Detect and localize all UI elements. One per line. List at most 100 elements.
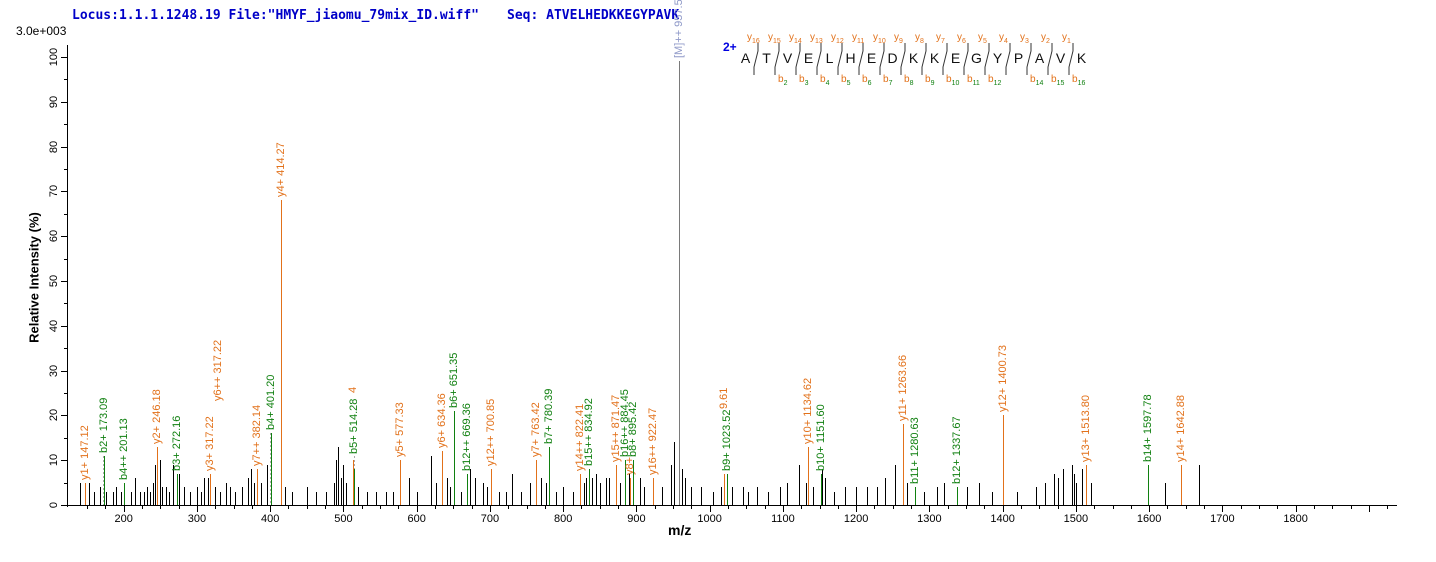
cleavage-mark [1066,42,1076,81]
x-tick-major [636,506,638,512]
x-tick-major [782,506,784,512]
cleavage-icon [795,43,801,75]
x-tick-minor [654,506,656,509]
cleavage-icon [1005,43,1011,75]
spectrum-peak [757,487,759,505]
spectrum-peak [178,473,180,505]
cleavage-mark [751,42,761,81]
spectrum-peak [106,491,108,505]
spectrum-peak [358,487,360,505]
spectrum-peak [376,491,378,505]
spectrum-peak [825,478,827,505]
cleavage-icon [753,43,759,75]
ion-label-y4+: y4+ 414.27 [274,142,287,198]
spectrum-peak [385,491,387,505]
x-tick-label: 1500 [1063,513,1089,525]
ion-label-b6+: b6+ 651.35 [448,352,461,408]
cleavage-icon [900,43,906,75]
cleavage-mark [940,42,950,81]
spectrum-peak [226,482,228,505]
b-ion-tag-b2: b2 [778,74,788,87]
residue-11: E [950,50,961,66]
y-ion-tag-y3: y3 [1020,32,1029,45]
ion-label-y8+: y8+ [624,457,637,476]
spectrum-peak [341,478,343,505]
spectrum-peak [219,491,221,505]
spectrum-peak [1164,482,1166,505]
spectrum-peak [541,478,543,505]
y-tick-major [61,281,67,282]
spectrum-peak [470,469,472,505]
intensity-scale-label: 3.0e+003 [16,24,67,38]
x-tick-major [1222,506,1224,512]
spectrum-peak [116,487,118,505]
residue-8: D [887,50,898,66]
y-tick-major [61,57,67,58]
cleavage-icon [816,43,822,75]
spectrum-peak [460,491,462,505]
spectrum-peak [643,487,645,505]
plot-area[interactable]: 200 300 400 500 600 700 800 900 1000 1100 1200 1300… [48,0,1397,525]
spectrum-peak [152,482,154,505]
x-tick-minor [471,506,473,509]
spectrum-peak [629,473,631,505]
spectrum-peak [200,491,202,505]
cleavage-icon [1068,43,1074,75]
x-tick-minor [581,506,583,509]
x-tick-minor [1185,506,1187,509]
spectrum-peak-b7+ [548,446,550,505]
x-tick-label: 1600 [1136,513,1162,525]
x-tick-label: 1000 [697,513,722,525]
y-ion-tag-y15: y15 [768,32,781,45]
y-ion-tag-y12: y12 [831,32,844,45]
ion-label-y9+: 9.61 [718,387,731,409]
spectrum-peak-y14+ [1180,464,1182,505]
y-tick-major [61,460,67,462]
y-tick-minor [64,437,67,439]
spectrum-peak [160,460,162,505]
y-tick-major [61,415,67,417]
spectrum-peak [88,482,90,505]
spectrum-peak [366,491,368,505]
spectrum-peak [681,469,683,505]
spectrum-peak [204,478,206,505]
x-tick-minor [1167,506,1169,509]
spectrum-peak [336,460,338,505]
spectrum-peak [691,487,693,505]
precursor-label: [M]++ 957.50 [672,0,685,59]
ion-label-b4+: b4+ 401.20 [265,374,278,431]
spectrum-peak [894,464,896,505]
spectrum-peak-y12++ [490,469,492,505]
cleavage-icon [858,43,864,75]
spectrum-peak-y12+ [1003,415,1005,505]
x-tick-minor [837,506,839,509]
spectrum-peak-b12++ [467,473,469,505]
x-tick-minor [984,506,986,509]
spectrum-peak [196,487,198,505]
spectrum-peak-y7+ [536,460,538,505]
y-tick-minor [64,124,67,126]
x-tick-major [1295,506,1297,512]
spectrum-peak-b5+ [353,469,355,505]
spectrum-peak [1073,473,1075,505]
y-tick-minor [64,213,67,215]
spectrum-peak [1057,478,1059,505]
x-tick-minor [1094,506,1096,509]
y-tick-major [61,325,67,327]
spectrum-peak [936,487,938,505]
spectrum-peak [80,482,82,505]
y-tick-label: 80 [48,140,60,153]
x-tick-major [270,506,272,512]
spectrum-peak [172,464,174,505]
spectrum-peak [545,482,547,505]
x-tick-label: 300 [187,513,207,525]
x-axis-title: m/z [668,522,692,538]
spectrum-peak [805,482,807,505]
b-ion-tag-b5: b5 [841,74,851,87]
y-ion-tag-y14: y14 [789,32,802,45]
spectrum-peak [450,487,452,505]
x-tick-minor [911,506,913,509]
y-tick-major [61,146,67,148]
x-tick-minor [1240,506,1242,509]
x-tick-minor [105,506,107,509]
